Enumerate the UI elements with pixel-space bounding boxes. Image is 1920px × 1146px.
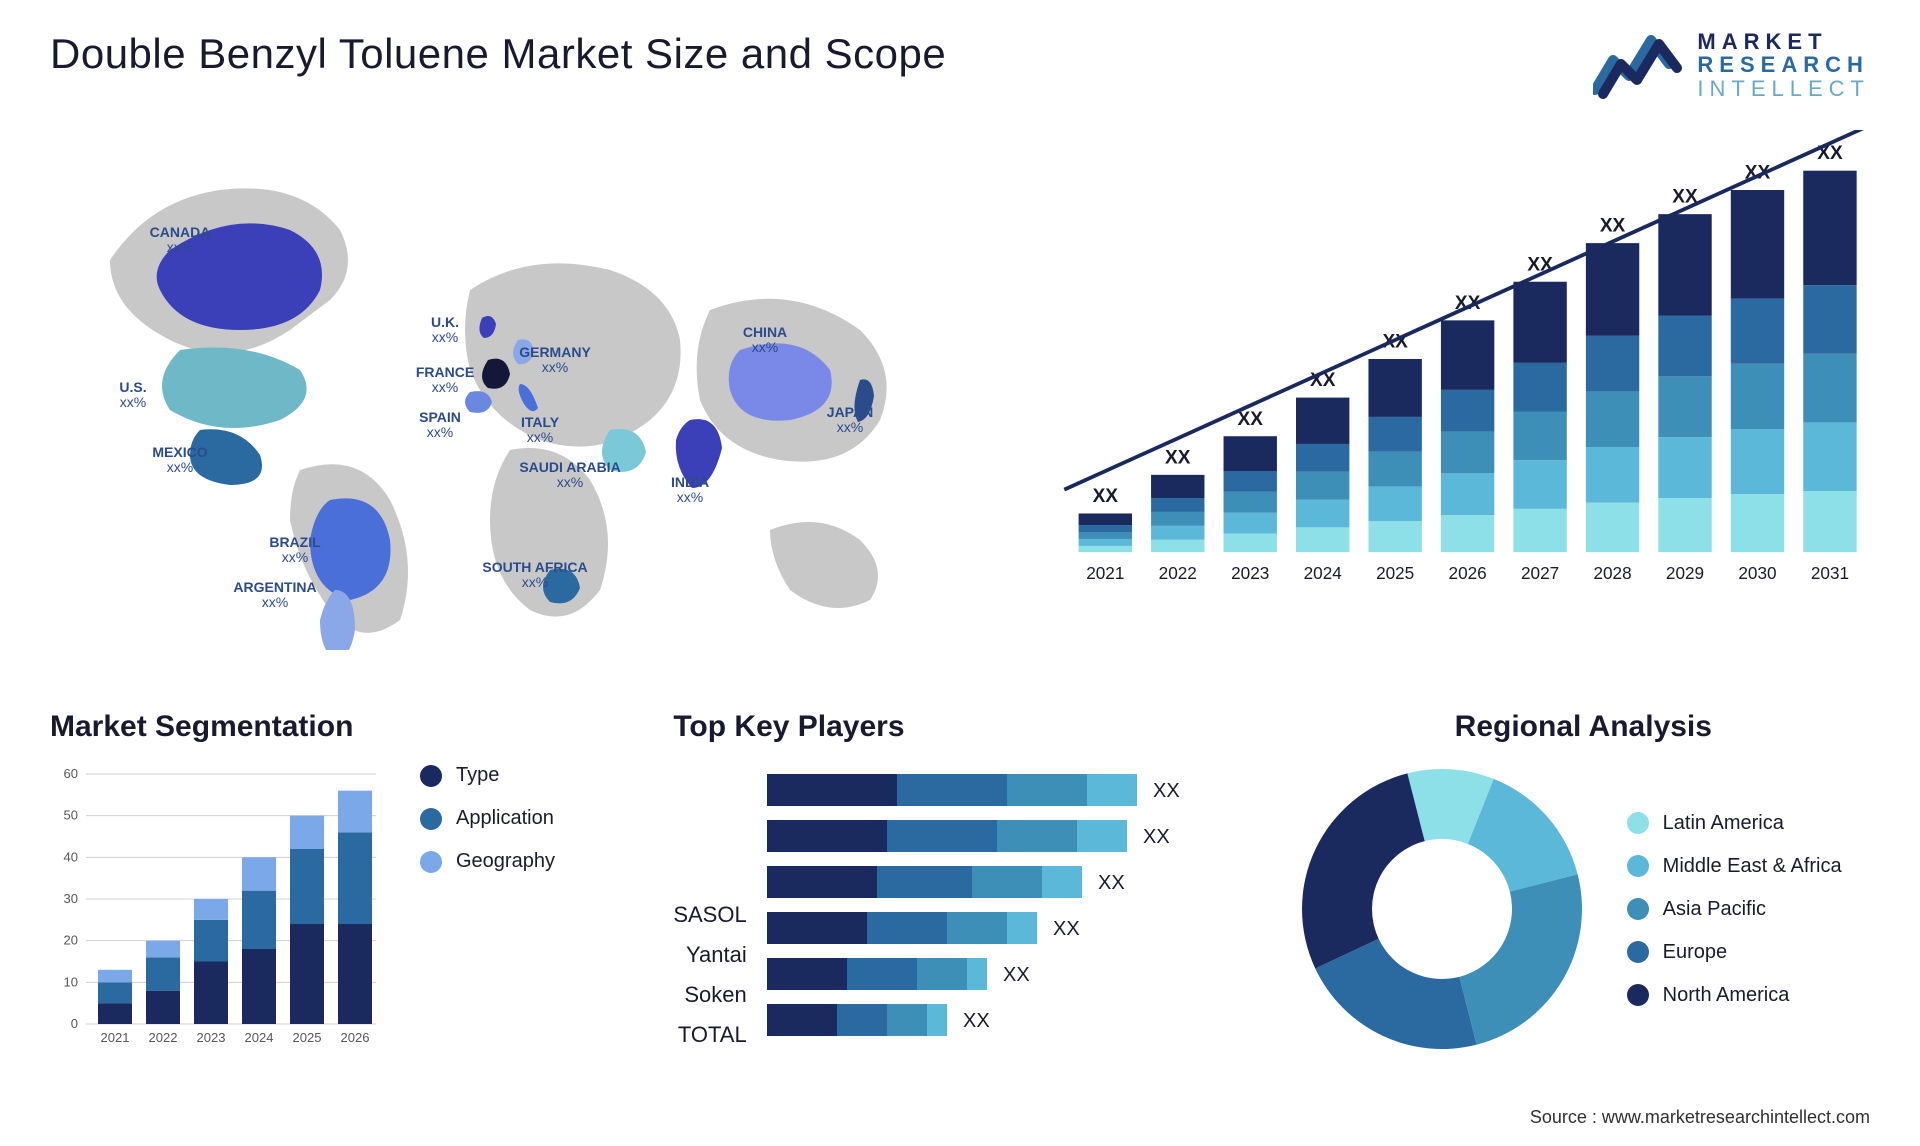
svg-text:30: 30 [64,891,78,906]
svg-text:2025: 2025 [293,1030,322,1045]
map-label-spain: SPAINxx% [385,410,495,441]
svg-text:2028: 2028 [1593,563,1631,583]
svg-text:2030: 2030 [1738,563,1776,583]
map-label-canada: CANADAxx% [125,225,235,256]
svg-text:XX: XX [1165,447,1191,468]
players-panel: Top Key Players SASOL Yantai Soken TOTAL XX… [673,710,1246,1054]
map-label-mexico: MEXICOxx% [125,445,235,476]
map-label-saudi-arabia: SAUDI ARABIAxx% [515,460,625,491]
svg-text:2024: 2024 [1304,563,1343,583]
svg-text:10: 10 [64,974,78,989]
segmentation-panel: Market Segmentation 0 10 20 30 40 50 60 2021 202… [50,710,623,1054]
svg-text:40: 40 [64,849,78,864]
svg-text:60: 60 [64,766,78,781]
player-sasol: SASOL [673,902,746,928]
logo-line3: INTELLECT [1697,77,1870,100]
market-map: CANADAxx% U.S.xx% MEXICOxx% BRAZILxx% ARGENT… [50,130,1010,650]
svg-text:XX: XX [1600,216,1626,237]
players-labels: SASOL Yantai Soken TOTAL [673,764,746,1054]
map-label-germany: GERMANYxx% [500,345,610,376]
svg-text:XX: XX [1093,486,1119,507]
map-label-argentina: ARGENTINAxx% [220,580,330,611]
svg-text:2031: 2031 [1811,563,1849,583]
player-total: TOTAL [673,1022,746,1048]
region-north-america: North America [1627,984,1842,1007]
svg-text:2022: 2022 [149,1030,178,1045]
segmentation-title: Market Segmentation [50,710,623,744]
logo-line2: RESEARCH [1697,53,1870,76]
seg-legend-application: Application [420,807,555,830]
map-label-india: INDIAxx% [635,475,745,506]
svg-text:2026: 2026 [1449,563,1487,583]
players-chart: XX XX XX XX XX XX [767,764,1187,1054]
map-label-u-s-: U.S.xx% [78,380,188,411]
source-credit: Source : www.marketresearchintellect.com [1530,1107,1870,1128]
region-latin-america: Latin America [1627,812,1842,835]
map-label-brazil: BRAZILxx% [240,535,350,566]
logo-line1: MARKET [1697,30,1870,53]
svg-text:XX: XX [1003,964,1030,986]
svg-text:2029: 2029 [1666,563,1704,583]
map-label-france: FRANCExx% [390,365,500,396]
svg-text:XX: XX [1098,872,1125,894]
map-label-italy: ITALYxx% [485,415,595,446]
brand-logo: MARKET RESEARCH INTELLECT [1593,30,1870,100]
region-europe: Europe [1627,941,1842,964]
svg-text:2025: 2025 [1376,563,1414,583]
regional-title: Regional Analysis [1297,710,1870,744]
regional-donut [1297,764,1587,1054]
svg-text:XX: XX [1238,409,1264,430]
svg-text:0: 0 [71,1016,78,1031]
svg-text:XX: XX [1053,918,1080,940]
growth-chart: XX2021XX2022XX2023XX2024XX2025XX2026XX20… [1050,130,1870,650]
svg-text:2023: 2023 [1231,563,1269,583]
regional-legend: Latin America Middle East & Africa Asia Pa… [1627,812,1842,1007]
map-label-china: CHINAxx% [710,325,820,356]
map-label-south-africa: SOUTH AFRICAxx% [480,560,590,591]
svg-text:2026: 2026 [341,1030,370,1045]
map-label-u-k-: U.K.xx% [390,315,500,346]
svg-text:50: 50 [64,808,78,823]
segmentation-legend: Type Application Geography [420,764,555,1054]
player-yantai: Yantai [673,942,746,968]
regional-panel: Regional Analysis Latin America Middle Ea… [1297,710,1870,1054]
svg-text:XX: XX [963,1010,990,1032]
svg-text:20: 20 [64,933,78,948]
logo-icon [1593,30,1683,100]
svg-text:2023: 2023 [197,1030,226,1045]
svg-text:2022: 2022 [1159,563,1197,583]
seg-legend-type: Type [420,764,555,787]
region-middle-east-africa: Middle East & Africa [1627,855,1842,878]
map-label-japan: JAPANxx% [795,405,905,436]
segmentation-chart: 0 10 20 30 40 50 60 2021 2022 2023 2024 2025 2026 [50,764,390,1054]
player-soken: Soken [673,982,746,1008]
page-title: Double Benzyl Toluene Market Size and Sc… [50,30,946,78]
svg-text:2024: 2024 [245,1030,274,1045]
svg-text:2027: 2027 [1521,563,1559,583]
svg-text:XX: XX [1143,826,1170,848]
seg-legend-geography: Geography [420,850,555,873]
players-title: Top Key Players [673,710,1246,744]
svg-text:2021: 2021 [1086,563,1124,583]
region-asia-pacific: Asia Pacific [1627,898,1842,921]
svg-text:XX: XX [1153,780,1180,802]
svg-text:2021: 2021 [101,1030,130,1045]
